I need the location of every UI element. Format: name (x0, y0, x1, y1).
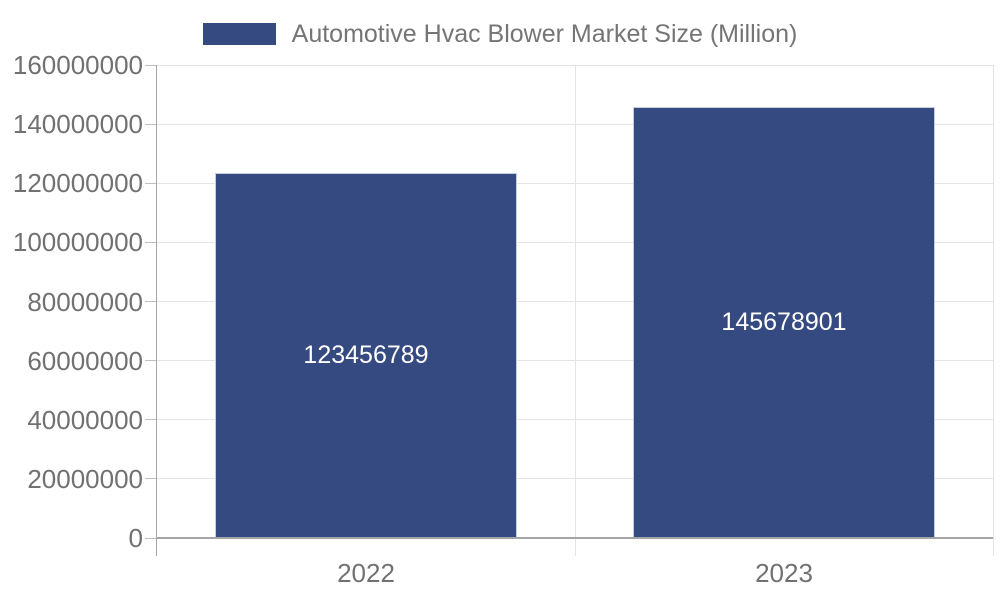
category-divider-line (574, 65, 576, 556)
y-axis-label: 80000000 (27, 286, 143, 317)
y-axis-tick (145, 182, 157, 184)
legend-item[interactable]: Automotive Hvac Blower Market Size (Mill… (0, 20, 1000, 48)
y-axis-label: 160000000 (12, 50, 143, 80)
x-axis-label-2023: 2023 (755, 558, 813, 588)
y-axis-tick (145, 301, 157, 302)
y-axis-label: 100000000 (12, 227, 143, 258)
y-axis-label: 20000000 (27, 463, 143, 494)
y-axis-tick (145, 478, 157, 480)
x-axis-label-2022: 2022 (337, 558, 395, 588)
bar-2022[interactable]: 123456789 (215, 173, 517, 537)
y-axis-line (156, 65, 157, 556)
x-axis-line (157, 537, 993, 539)
y-axis-tick (145, 123, 157, 125)
y-axis-label: 140000000 (12, 109, 143, 140)
legend-swatch (202, 23, 276, 45)
y-axis-tick (145, 419, 157, 421)
y-axis-label: 0 (128, 523, 143, 553)
y-axis-tick (145, 241, 157, 243)
y-axis-label: 120000000 (12, 168, 143, 199)
bar-2023[interactable]: 145678901 (633, 107, 935, 537)
plot-right-border (992, 65, 994, 556)
y-axis-tick (145, 64, 157, 66)
y-axis-tick (145, 537, 157, 539)
legend-label: Automotive Hvac Blower Market Size (Mill… (291, 20, 798, 48)
y-axis-label: 60000000 (27, 345, 143, 376)
y-axis-label: 40000000 (27, 404, 143, 435)
y-axis-tick (145, 360, 157, 362)
